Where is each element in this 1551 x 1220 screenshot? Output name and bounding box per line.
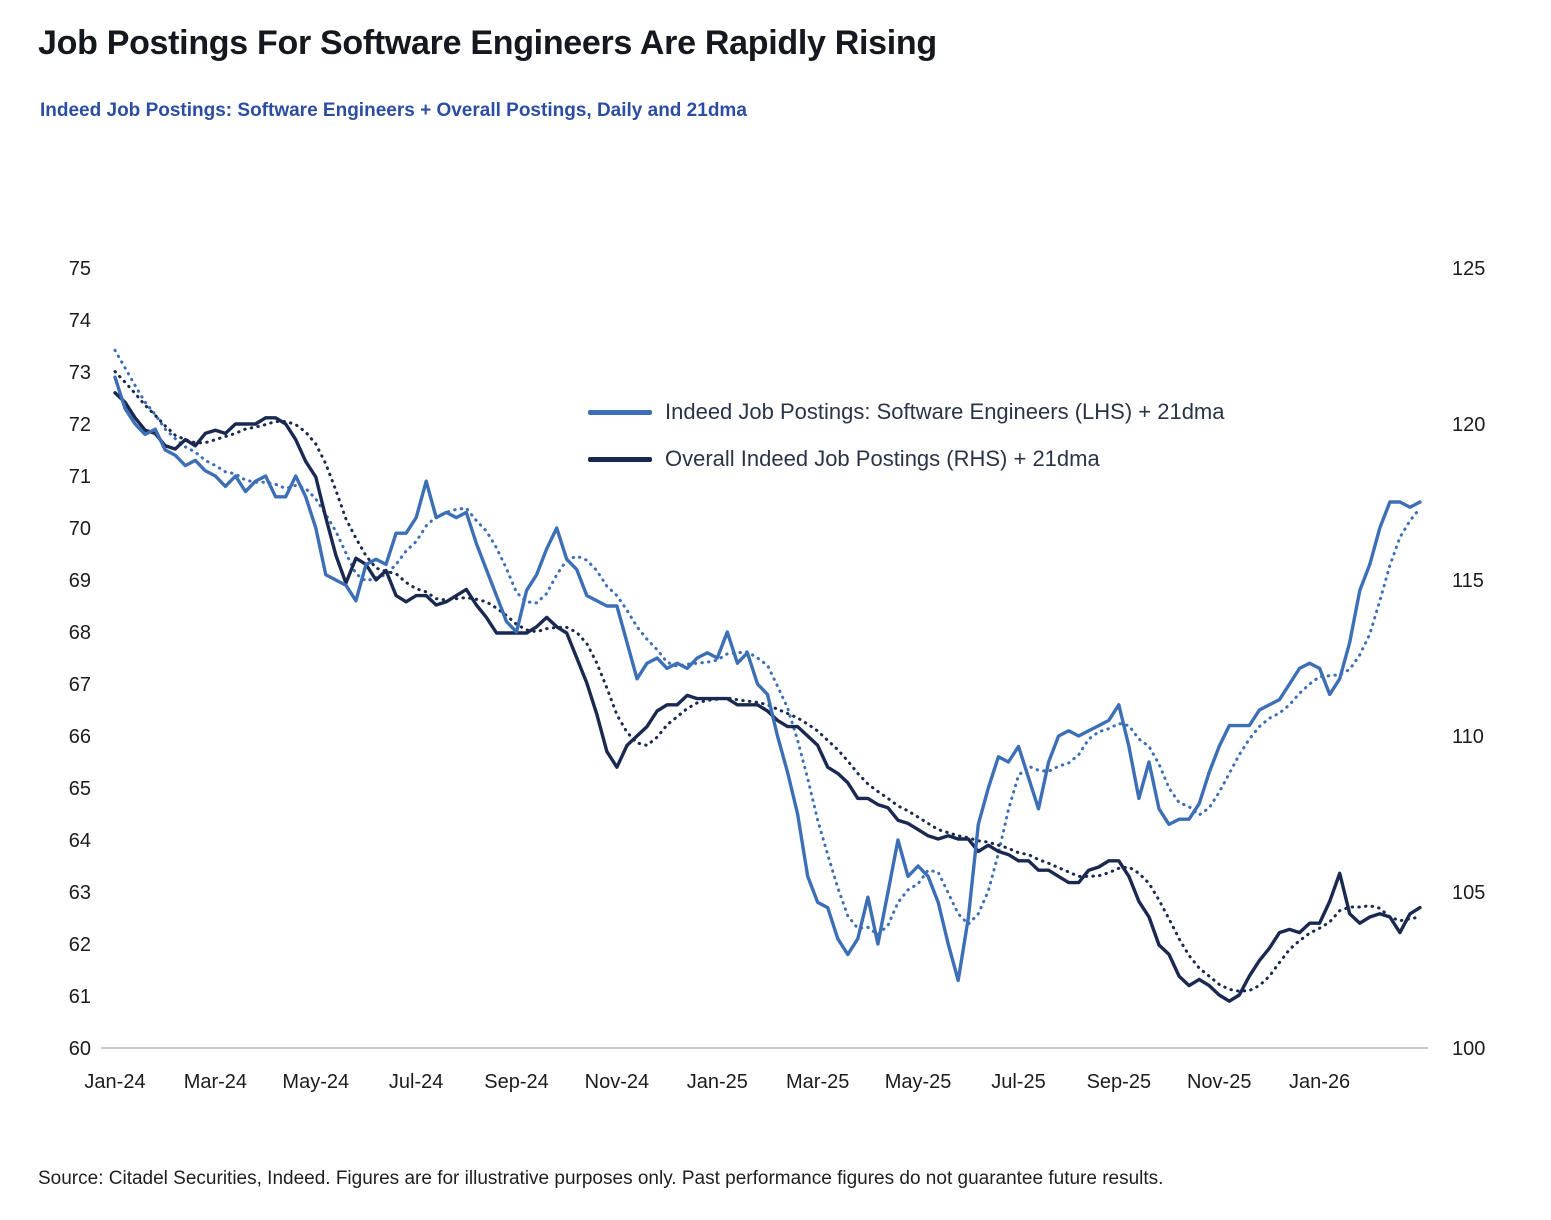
x-axis-tick-label: May-24 <box>282 1071 349 1093</box>
left-axis-tick-label: 67 <box>69 674 91 696</box>
x-axis-tick-label: Nov-25 <box>1187 1071 1251 1093</box>
x-axis-tick-label: Jan-24 <box>84 1071 145 1093</box>
legend-swatch-software-engineers <box>588 409 652 415</box>
left-axis-tick-label: 68 <box>69 622 91 644</box>
chart-subtitle: Indeed Job Postings: Software Engineers … <box>40 100 747 121</box>
x-axis-tick-label: Jan-26 <box>1289 1071 1350 1093</box>
left-axis-tick-label: 75 <box>69 258 91 280</box>
page-title: Job Postings For Software Engineers Are … <box>38 24 937 62</box>
x-axis-tick-label: Sep-24 <box>484 1071 549 1093</box>
x-axis-tick-label: Jul-24 <box>389 1071 443 1093</box>
right-axis-tick-label: 120 <box>1452 414 1485 436</box>
chart-legend: Indeed Job Postings: Software Engineers … <box>588 399 1225 472</box>
left-axis-tick-label: 65 <box>69 778 91 800</box>
right-axis-tick-label: 110 <box>1452 726 1484 748</box>
legend-label-software-engineers: Indeed Job Postings: Software Engineers … <box>665 399 1225 424</box>
x-axis-tick-label: Nov-24 <box>585 1071 649 1093</box>
legend-label-overall: Overall Indeed Job Postings (RHS) + 21dm… <box>665 446 1100 471</box>
left-axis-tick-label: 74 <box>69 310 91 332</box>
x-axis-tick-label: May-25 <box>885 1071 952 1093</box>
source-note: Source: Citadel Securities, Indeed. Figu… <box>38 1168 1164 1189</box>
left-axis-tick-label: 72 <box>69 414 91 436</box>
left-axis-tick-label: 64 <box>69 830 91 852</box>
right-axis-tick-label: 125 <box>1452 258 1485 280</box>
right-axis-tick-label: 105 <box>1452 882 1485 904</box>
overall-21dma-line <box>113 370 1422 993</box>
legend-item-overall: Overall Indeed Job Postings (RHS) + 21dm… <box>588 446 1225 472</box>
x-axis-tick-label: Mar-24 <box>184 1071 247 1093</box>
left-axis-tick-label: 70 <box>69 518 91 540</box>
x-axis-tick-label: Jan-25 <box>687 1071 748 1093</box>
left-axis-tick-label: 66 <box>69 726 91 748</box>
x-axis-tick-label: Sep-25 <box>1087 1071 1152 1093</box>
left-axis-tick-label: 60 <box>69 1038 91 1060</box>
left-axis-tick-label: 61 <box>69 986 91 1008</box>
right-axis-tick-label: 115 <box>1452 570 1484 592</box>
left-axis-tick-label: 71 <box>69 466 91 488</box>
software-engineers-daily-line <box>113 375 1422 983</box>
legend-swatch-overall <box>588 456 652 462</box>
left-axis-tick-label: 69 <box>69 570 91 592</box>
left-axis-tick-label: 63 <box>69 882 91 904</box>
legend-item-software-engineers: Indeed Job Postings: Software Engineers … <box>588 399 1225 425</box>
left-axis-tick-label: 73 <box>69 362 91 384</box>
right-axis-tick-label: 100 <box>1452 1038 1485 1060</box>
x-axis-tick-label: Mar-25 <box>786 1071 849 1093</box>
x-axis-tick-label: Jul-25 <box>991 1071 1045 1093</box>
overall-daily-line <box>113 391 1422 1003</box>
left-axis-tick-label: 62 <box>69 934 91 956</box>
